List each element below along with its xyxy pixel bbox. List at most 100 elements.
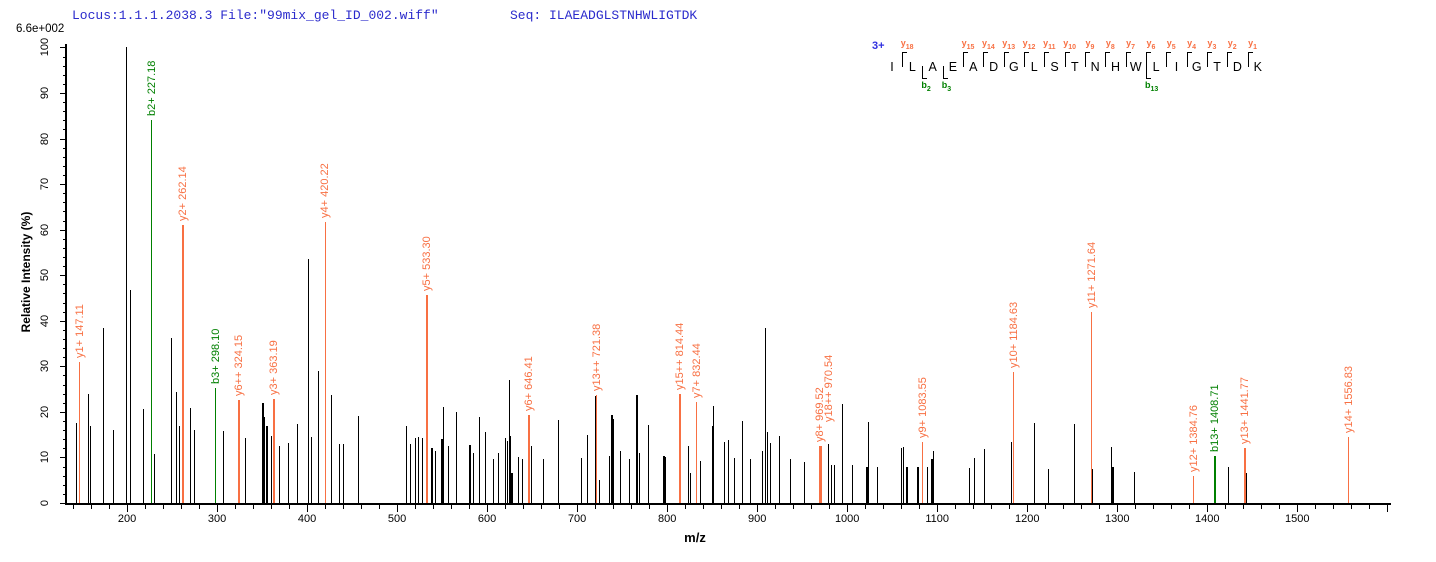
peak: [828, 444, 830, 503]
x-tick: [1189, 505, 1191, 509]
peak: [406, 426, 408, 503]
ladder-label-y13: y13: [1002, 38, 1016, 51]
peak: [711, 426, 714, 503]
peak: [1047, 469, 1049, 503]
y-tick: [60, 184, 66, 186]
y-tick-label: 0: [39, 499, 51, 507]
x-tick: [1117, 505, 1119, 512]
peak-label-y13++: y13++ 721.38: [590, 323, 603, 391]
x-tick-label: 700: [567, 513, 587, 525]
y-axis: [65, 44, 67, 505]
residue-T-17: T: [1213, 60, 1221, 74]
y-cleavage-mark: [963, 52, 969, 67]
peak: [153, 454, 155, 503]
y-tick: [63, 156, 66, 158]
y-tick: [63, 74, 66, 76]
y-tick: [60, 503, 66, 504]
x-tick: [1027, 505, 1029, 512]
peak: [506, 441, 508, 503]
y-tick-label: 20: [39, 405, 51, 418]
x-tick: [1081, 505, 1083, 509]
y-tick: [60, 457, 66, 459]
y-tick: [63, 430, 66, 432]
peak: [636, 394, 639, 503]
peak: [288, 443, 290, 503]
peak-y14+: [1347, 437, 1350, 503]
peak: [414, 438, 416, 503]
peak-y6+: [528, 415, 530, 503]
peak: [170, 338, 172, 503]
x-tick: [1009, 505, 1011, 509]
y-tick: [60, 275, 66, 277]
y-tick: [63, 120, 66, 122]
peak-label-b13+: b13+ 1408.71: [1209, 384, 1222, 453]
peak: [88, 393, 90, 503]
y-tick: [63, 420, 66, 422]
x-tick: [775, 505, 777, 509]
residue-I-1: I: [890, 60, 894, 74]
peak: [178, 425, 180, 503]
x-tick-label: 1500: [1285, 513, 1310, 525]
y-cleavage-mark: [1125, 52, 1131, 67]
peak-y11+: [1090, 311, 1093, 503]
peak: [663, 456, 666, 503]
x-tick: [631, 505, 633, 509]
y-cleavage-mark: [1227, 52, 1233, 67]
x-tick: [793, 505, 795, 509]
peak: [518, 457, 520, 503]
x-tick-label: 400: [297, 513, 317, 525]
x-tick: [487, 505, 489, 512]
x-tick: [145, 505, 147, 509]
peak-y1+: [78, 361, 81, 503]
peak: [931, 459, 934, 503]
peak-y7+: [695, 402, 698, 503]
peak: [307, 259, 309, 503]
x-tick: [469, 505, 471, 509]
peak-label-y7+: y7+ 832.44: [690, 343, 703, 399]
x-tick: [1045, 505, 1047, 509]
peak: [866, 466, 869, 503]
peak: [223, 430, 225, 503]
peak: [245, 438, 246, 503]
max-intensity-note: 6.6e+002: [16, 23, 65, 35]
y-tick: [63, 311, 66, 313]
x-tick: [505, 505, 507, 509]
y-tick-label: 90: [39, 86, 51, 100]
x-tick: [451, 505, 453, 509]
peak: [417, 437, 419, 503]
peak: [270, 436, 272, 503]
residue-E-4: E: [948, 60, 958, 74]
header: Locus:1.1.1.2038.3 File:"99mix_gel_ID_00…: [0, 8, 1436, 24]
x-tick: [703, 505, 705, 509]
peak: [974, 457, 976, 503]
x-tick: [1261, 505, 1263, 509]
peak: [510, 436, 512, 503]
peak-label-b2+: b2+ 227.18: [145, 60, 158, 117]
peak-label-y1+: y1+ 147.11: [73, 303, 86, 358]
peak-y13++: [595, 394, 598, 503]
peak-label-y2+: y2+ 262.14: [177, 166, 190, 222]
residue-A-5: A: [969, 60, 978, 74]
x-tick: [361, 505, 363, 509]
peak: [723, 441, 725, 503]
y-tick: [63, 202, 66, 204]
y-tick: [60, 411, 66, 413]
peak: [189, 408, 191, 503]
peak: [542, 459, 544, 503]
x-tick: [595, 505, 597, 509]
x-tick: [865, 505, 867, 509]
residue-L-14: L: [1152, 60, 1160, 74]
y-tick: [63, 238, 66, 240]
peak: [581, 457, 583, 503]
peak: [342, 444, 344, 503]
residue-A-3: A: [928, 60, 937, 74]
y-tick: [60, 47, 66, 49]
peak-label-y5+: y5+ 533.30: [421, 236, 434, 291]
peak: [318, 371, 320, 503]
x-tick-label: 200: [117, 513, 137, 525]
residue-H-12: H: [1111, 60, 1121, 74]
b-cleavage-mark: [1145, 66, 1151, 79]
peak: [665, 457, 667, 503]
peak-label-y18++: y18++ 970.54: [822, 354, 835, 423]
